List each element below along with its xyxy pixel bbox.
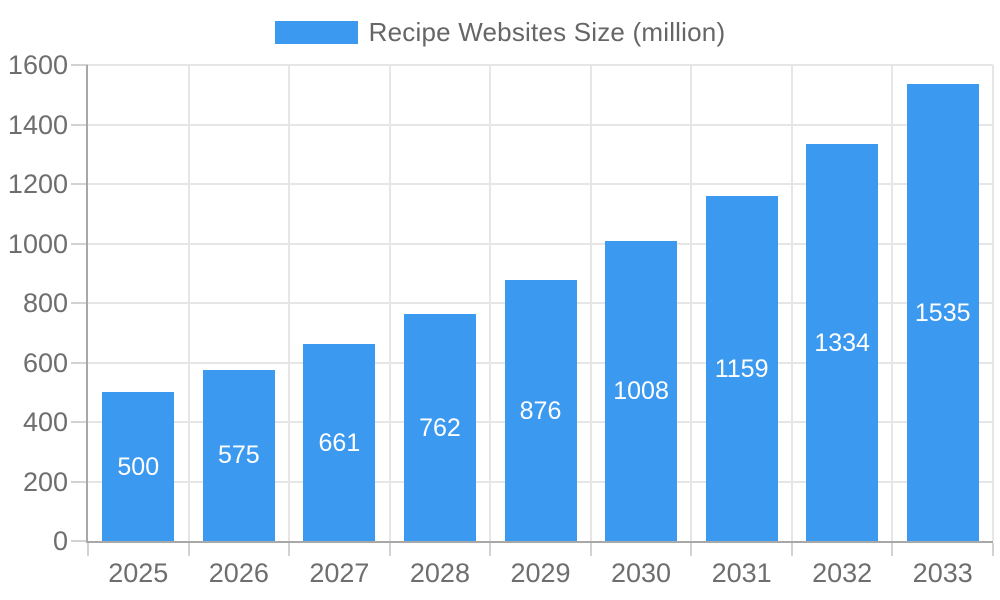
gridline-horizontal: [88, 64, 993, 66]
y-axis-label: 600: [22, 347, 68, 378]
x-axis-label: 2029: [510, 558, 571, 588]
bar-2032[interactable]: [806, 144, 879, 541]
bar-value-label: 661: [318, 428, 361, 457]
bar-value-label: 1008: [613, 377, 669, 406]
gridline-vertical: [690, 65, 693, 541]
bar-2027[interactable]: [303, 344, 376, 541]
legend[interactable]: Recipe Websites Size (million): [0, 17, 1000, 48]
y-axis-label: 1600: [7, 50, 68, 80]
x-axis-tick: [992, 543, 994, 556]
legend-swatch: [274, 21, 358, 44]
gridline-vertical: [288, 65, 291, 541]
bar-value-label: 1159: [714, 354, 769, 383]
x-axis-tick: [187, 543, 190, 556]
y-axis-tick: [71, 302, 88, 304]
bar-2028[interactable]: [403, 314, 476, 541]
gridline-vertical: [489, 65, 492, 541]
x-axis-tick: [288, 543, 291, 556]
bar-2029[interactable]: [504, 280, 577, 541]
bar-2025[interactable]: [102, 392, 175, 541]
y-axis-label: 1200: [7, 169, 68, 199]
bar-value-label: 575: [217, 441, 260, 470]
y-axis-label: 1000: [7, 228, 68, 259]
y-axis-label: 200: [22, 466, 68, 497]
gridline-vertical: [891, 65, 894, 541]
bar-value-label: 762: [419, 413, 461, 442]
x-axis-label: 2030: [611, 558, 672, 588]
y-axis-label: 0: [52, 526, 68, 556]
x-axis-tick: [690, 543, 693, 556]
gridline-vertical: [992, 65, 994, 541]
x-axis-label: 2031: [711, 558, 772, 588]
y-axis-label: 400: [22, 407, 68, 437]
gridline-vertical: [589, 65, 592, 541]
gridline-vertical: [388, 65, 391, 541]
y-axis-tick: [71, 540, 88, 542]
x-axis-label: 2028: [409, 558, 470, 588]
x-axis-label: 2025: [108, 558, 169, 588]
x-axis-tick: [790, 543, 793, 556]
y-axis-tick: [71, 183, 88, 185]
x-axis-tick: [589, 543, 592, 556]
bar-value-label: 876: [519, 396, 562, 425]
bar-2031[interactable]: [705, 196, 778, 541]
bar-value-label: 1334: [814, 328, 870, 357]
bar-2033[interactable]: [906, 84, 979, 541]
gridline-horizontal: [88, 183, 993, 185]
x-axis-label: 2033: [912, 558, 973, 588]
y-axis-tick: [71, 123, 88, 126]
gridline-vertical: [790, 65, 793, 541]
y-axis-tick: [71, 64, 88, 66]
bar-value-label: 500: [117, 452, 160, 481]
y-axis-label: 1400: [7, 109, 68, 140]
legend-label: Recipe Websites Size (million): [368, 17, 726, 47]
plot-area: 0 200 400 600 800 1000 1200 1400 1600 500 2025 575 2…: [8, 50, 994, 588]
x-axis-tick: [87, 543, 89, 556]
gridline-horizontal: [88, 123, 993, 126]
gridline-vertical: [187, 65, 190, 541]
y-axis-tick: [71, 421, 88, 423]
bar-value-label: 1535: [914, 298, 971, 327]
x-axis-label: 2027: [309, 558, 370, 588]
y-axis-tick: [71, 480, 88, 483]
x-axis-line: [86, 541, 993, 543]
bar-2026[interactable]: [202, 369, 275, 541]
x-axis-tick: [891, 543, 894, 556]
y-axis-tick: [71, 242, 88, 245]
y-axis-tick: [71, 361, 88, 364]
bar-2030[interactable]: [605, 241, 678, 541]
y-axis-line: [86, 65, 88, 543]
x-axis-label: 2032: [812, 558, 873, 588]
y-axis-label: 800: [22, 288, 68, 318]
x-axis-tick: [489, 543, 492, 556]
x-axis-tick: [388, 543, 391, 556]
x-axis-label: 2026: [208, 558, 269, 588]
gridline-horizontal: [88, 242, 993, 245]
